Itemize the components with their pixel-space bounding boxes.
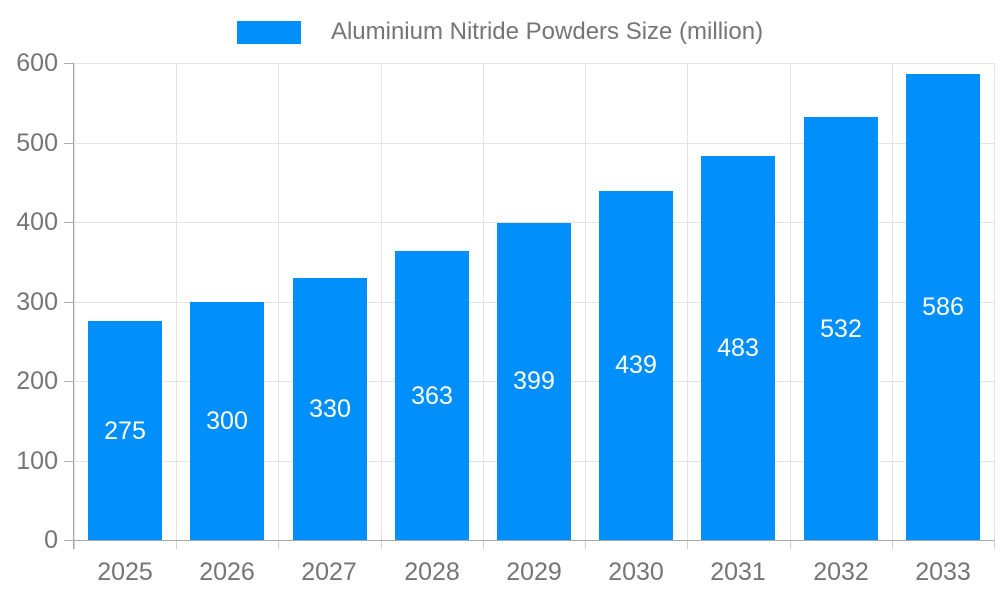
gridline-vertical (994, 63, 995, 540)
gridline-vertical (585, 63, 586, 540)
bar[interactable] (88, 321, 162, 540)
x-tick-label: 2029 (506, 558, 562, 586)
y-tick-label: 0 (44, 526, 58, 554)
bar[interactable] (906, 74, 980, 540)
gridline-vertical (790, 63, 791, 540)
x-axis-tick (892, 540, 893, 549)
y-axis-tick (64, 63, 74, 64)
x-axis-tick (687, 540, 688, 549)
x-tick-label: 2032 (813, 558, 869, 586)
x-axis-tick (381, 540, 382, 549)
x-tick-label: 2025 (97, 558, 153, 586)
y-axis-tick (64, 222, 74, 223)
y-tick-label: 600 (16, 49, 58, 77)
bar-value-label: 275 (104, 417, 146, 445)
y-tick-label: 500 (16, 129, 58, 157)
legend-swatch (236, 20, 301, 44)
x-axis-tick (585, 540, 586, 549)
x-tick-label: 2028 (404, 558, 460, 586)
gridline-vertical (687, 63, 688, 540)
y-tick-label: 100 (16, 447, 58, 475)
gridline-vertical (892, 63, 893, 540)
x-axis-tick (483, 540, 484, 549)
gridline-vertical (176, 63, 177, 540)
gridline-horizontal (74, 63, 994, 64)
x-tick-label: 2026 (199, 558, 255, 586)
gridline-vertical (278, 63, 279, 540)
bar[interactable] (701, 156, 775, 540)
bar-value-label: 439 (615, 351, 657, 379)
bar-value-label: 330 (309, 395, 351, 423)
x-tick-label: 2033 (915, 558, 971, 586)
x-axis-tick (74, 540, 75, 549)
bar-value-label: 483 (717, 334, 759, 362)
bar[interactable] (804, 117, 878, 540)
y-tick-label: 300 (16, 288, 58, 316)
bar[interactable] (395, 251, 469, 540)
gridline-horizontal (74, 222, 994, 223)
legend[interactable]: Aluminium Nitride Powders Size (million) (0, 14, 1000, 50)
x-axis-tick (994, 540, 995, 549)
x-axis-tick (790, 540, 791, 549)
y-axis-tick (64, 143, 74, 144)
y-tick-label: 200 (16, 367, 58, 395)
bar-value-label: 300 (206, 407, 248, 435)
y-tick-label: 400 (16, 208, 58, 236)
y-axis-tick (64, 302, 74, 303)
y-axis-tick (64, 540, 74, 541)
x-tick-label: 2031 (710, 558, 766, 586)
x-axis-tick (176, 540, 177, 549)
bar[interactable] (599, 191, 673, 540)
gridline-vertical (483, 63, 484, 540)
gridline-vertical (381, 63, 382, 540)
y-axis-tick (64, 381, 74, 382)
bar-value-label: 532 (820, 315, 862, 343)
x-tick-label: 2027 (301, 558, 357, 586)
bar-value-label: 399 (513, 367, 555, 395)
gridline-horizontal (74, 143, 994, 144)
bar-value-label: 363 (411, 382, 453, 410)
bar[interactable] (293, 278, 367, 540)
y-axis-tick (64, 461, 74, 462)
bar[interactable] (190, 302, 264, 541)
gridline-vertical (74, 63, 75, 540)
bar-value-label: 586 (922, 293, 964, 321)
x-axis-tick (278, 540, 279, 549)
y-axis-line (73, 63, 74, 549)
x-axis-line (74, 540, 994, 541)
legend-label: Aluminium Nitride Powders Size (million) (330, 18, 764, 45)
bar[interactable] (497, 223, 571, 540)
x-tick-label: 2030 (608, 558, 664, 586)
